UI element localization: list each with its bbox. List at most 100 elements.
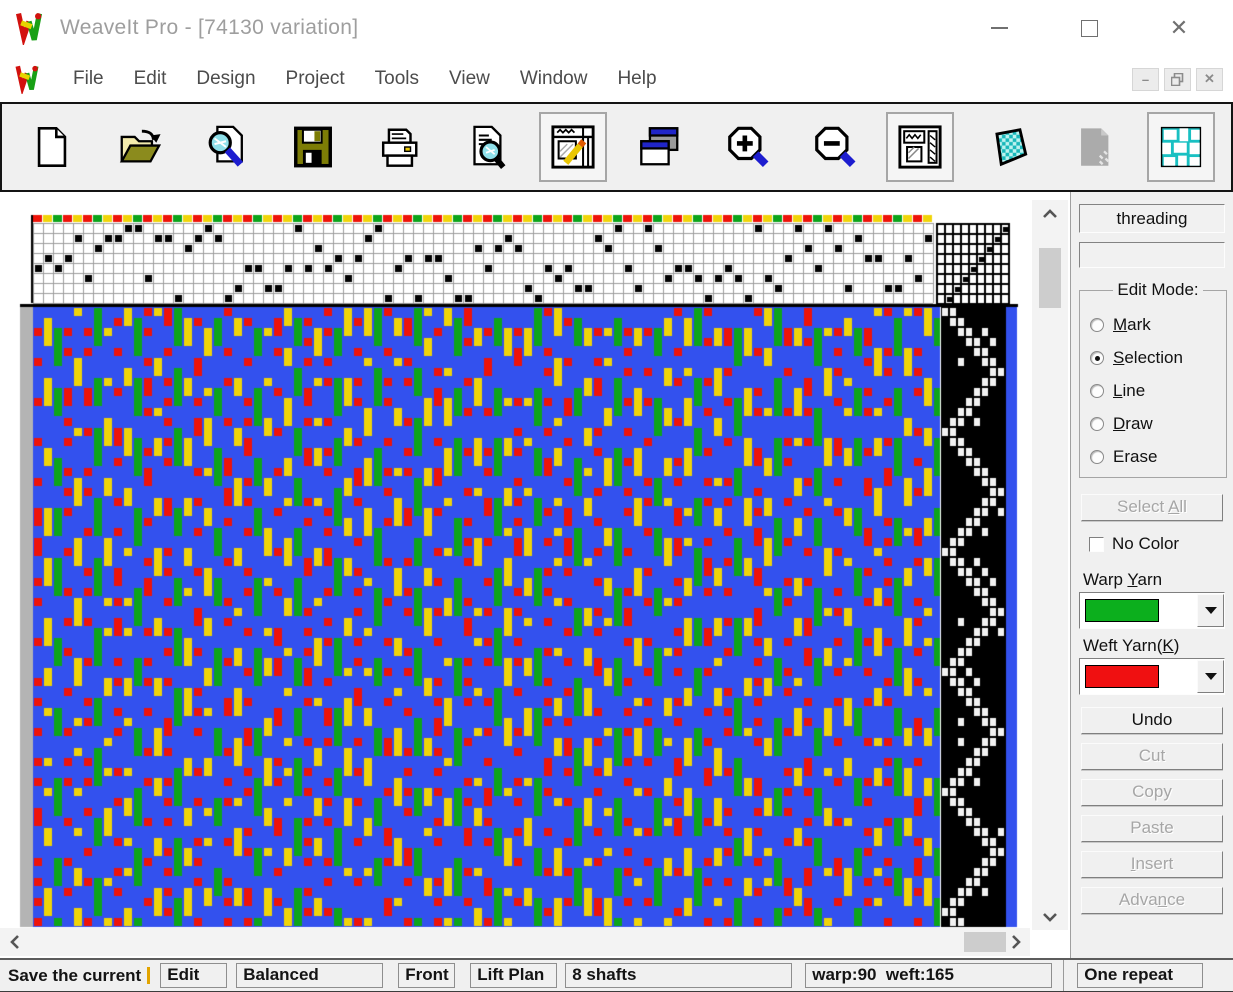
interlacement-icon — [1160, 126, 1202, 168]
workspace: threading Edit Mode: Mark Selection Line Dr… — [0, 192, 1233, 958]
print-button[interactable] — [365, 112, 433, 182]
zoom-in-button[interactable] — [713, 112, 781, 182]
open-button[interactable] — [105, 112, 173, 182]
toolbar — [0, 102, 1233, 192]
window-title: WeaveIt Pro - [74130 variation] — [60, 16, 359, 39]
undo-button[interactable]: Undo — [1081, 707, 1223, 734]
app-logo-icon — [15, 13, 43, 45]
warp-color-swatch — [1085, 599, 1159, 622]
status-bar: Save the current Edit Balanced Front Lift P… — [0, 958, 1233, 992]
zoom-out-icon — [814, 126, 856, 168]
mdi-restore-button[interactable] — [1164, 67, 1191, 91]
cascade-windows-icon — [640, 127, 679, 166]
weft-yarn-combo[interactable] — [1079, 658, 1225, 695]
insert-button[interactable]: Insert — [1081, 851, 1223, 878]
new-icon — [37, 127, 67, 167]
cut-button[interactable]: Cut — [1081, 743, 1223, 770]
menu-window[interactable]: Window — [519, 68, 588, 89]
paste-button[interactable]: Paste — [1081, 815, 1223, 842]
cascade-windows-button[interactable] — [626, 112, 694, 182]
mdi-restore-icon — [1171, 72, 1184, 86]
vertical-scrollbar[interactable] — [1032, 200, 1068, 930]
warp-yarn-label: Warp Yarn — [1083, 570, 1163, 589]
mdi-minimize-icon: – — [1141, 71, 1150, 87]
horizontal-scrollbar[interactable] — [0, 928, 1030, 956]
minimize-icon — [990, 27, 1008, 29]
scroll-left-button[interactable] — [0, 928, 28, 956]
menu-tools[interactable]: Tools — [374, 68, 420, 89]
new-button[interactable] — [18, 112, 86, 182]
vertical-scroll-thumb[interactable] — [1039, 248, 1061, 308]
tool-panel: threading Edit Mode: Mark Selection Line Dr… — [1070, 192, 1233, 958]
copy-sheet-button[interactable] — [1060, 112, 1128, 182]
horizontal-scroll-track[interactable] — [28, 928, 1006, 956]
zoom-in-icon — [727, 126, 769, 168]
edit-mode-option-mark[interactable]: Mark — [1090, 315, 1226, 335]
mode-indicator-box: threading — [1079, 204, 1225, 233]
zoom-out-button[interactable] — [800, 112, 868, 182]
fabric-swatch-button[interactable] — [973, 112, 1041, 182]
edit-mode-group: Edit Mode: Mark Selection Line Draw Erase — [1079, 280, 1227, 478]
maximize-icon — [1080, 19, 1098, 37]
minimize-button[interactable] — [971, 8, 1027, 48]
save-icon — [293, 126, 332, 168]
weft-color-swatch — [1085, 665, 1159, 688]
edit-mode-options: Mark Selection Line Draw Erase — [1090, 315, 1226, 467]
dropdown-arrow-icon — [1204, 673, 1217, 680]
fabric-swatch-icon — [995, 128, 1028, 167]
scroll-up-button[interactable] — [1032, 200, 1068, 226]
weft-yarn-label: Weft Yarn(K) — [1083, 636, 1180, 655]
scroll-right-button[interactable] — [1002, 928, 1030, 956]
chevron-up-icon — [1043, 208, 1057, 218]
select-all-button[interactable]: Select All — [1081, 494, 1223, 521]
print-preview-icon — [473, 125, 506, 169]
menu-project[interactable]: Project — [285, 68, 345, 89]
radio-icon — [1090, 450, 1104, 464]
edit-mode-option-line[interactable]: Line — [1090, 381, 1226, 401]
vertical-scroll-track[interactable] — [1032, 226, 1068, 904]
chevron-down-icon — [1043, 912, 1057, 922]
edit-mode-option-draw[interactable]: Draw — [1090, 414, 1226, 434]
save-button[interactable] — [279, 112, 347, 182]
edit-pattern-icon — [551, 125, 595, 169]
menu-file[interactable]: File — [73, 68, 104, 89]
mdi-close-icon: ✕ — [1204, 71, 1215, 86]
menu-bar: File Edit Design Project Tools View Window Help… — [0, 56, 1233, 102]
menu-design[interactable]: Design — [196, 68, 256, 89]
chevron-right-icon — [1011, 935, 1021, 949]
draft-view-button[interactable] — [886, 112, 955, 182]
status-front: Front — [398, 963, 456, 988]
weave-draft-canvas[interactable] — [0, 213, 1020, 929]
menu-help[interactable]: Help — [617, 68, 657, 89]
advance-button[interactable]: Advance — [1081, 887, 1223, 914]
maximize-button[interactable] — [1061, 8, 1117, 48]
status-separator — [1063, 960, 1065, 991]
menu-edit[interactable]: Edit — [133, 68, 167, 89]
print-preview-button[interactable] — [452, 112, 520, 182]
title-bar: WeaveIt Pro - [74130 variation] ✕ — [0, 0, 1233, 56]
find-file-button[interactable] — [192, 112, 260, 182]
edit-mode-option-selection[interactable]: Selection — [1090, 348, 1226, 368]
find-file-icon — [208, 125, 243, 167]
status-shafts: 8 shafts — [565, 963, 793, 988]
warp-yarn-combo[interactable] — [1079, 592, 1225, 629]
scroll-down-button[interactable] — [1032, 904, 1068, 930]
radio-icon — [1090, 351, 1104, 365]
no-color-checkbox[interactable] — [1089, 536, 1104, 552]
status-warp-weft: warp:90 weft:165 — [805, 963, 1053, 988]
menu-items: File Edit Design Project Tools View Window Help — [58, 62, 672, 96]
mdi-close-button[interactable]: ✕ — [1196, 67, 1223, 91]
mdi-minimize-button[interactable]: – — [1132, 67, 1159, 91]
edit-mode-option-erase[interactable]: Erase — [1090, 447, 1226, 467]
edit-pattern-button[interactable] — [539, 112, 608, 182]
radio-icon — [1090, 318, 1104, 332]
copy-button[interactable]: Copy — [1081, 779, 1223, 806]
warp-yarn-dropdown-button[interactable] — [1197, 594, 1224, 627]
menu-view[interactable]: View — [449, 68, 490, 89]
open-icon — [119, 129, 161, 163]
horizontal-scroll-thumb[interactable] — [964, 932, 1006, 952]
close-button[interactable]: ✕ — [1151, 8, 1207, 48]
weft-yarn-dropdown-button[interactable] — [1197, 660, 1224, 693]
interlacement-button[interactable] — [1146, 112, 1215, 182]
chevron-left-icon — [9, 935, 19, 949]
